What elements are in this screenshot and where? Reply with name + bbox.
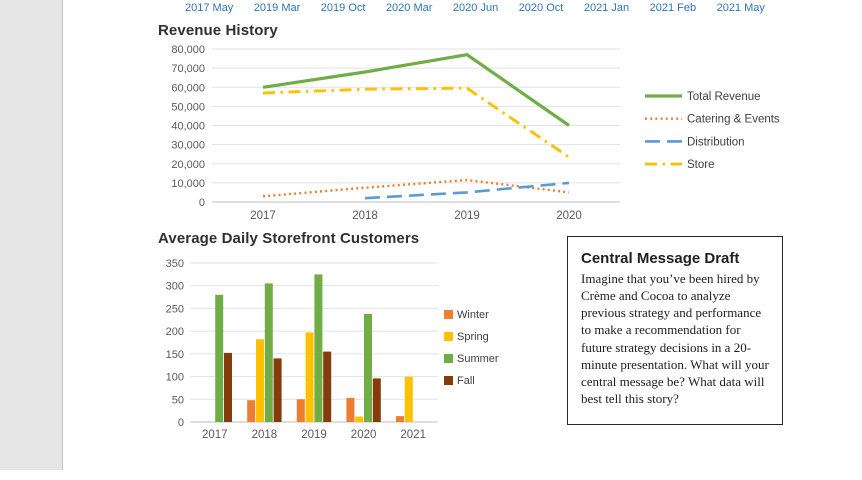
app-margin-background (0, 0, 63, 470)
date-link-row: 2017 May 2019 Mar 2019 Oct 2020 Mar 2020 Jun… (185, 2, 765, 15)
bar-fall-2017 (224, 352, 232, 422)
axis-label: 100 (166, 372, 184, 384)
message-box-body: Imagine that you’ve been hired by Crème … (581, 271, 769, 407)
bar-summer-2019 (314, 274, 323, 422)
axis-label: 250 (166, 303, 184, 315)
axis-label: 0 (178, 417, 184, 429)
bar-winter-2020 (346, 397, 355, 422)
axis-label: 2019 (301, 429, 327, 441)
axis-label: 50,000 (171, 101, 205, 113)
date-link[interactable]: 2021 May (716, 2, 765, 14)
axis-label: Winter (457, 309, 489, 321)
bar-winter-2019 (296, 399, 305, 422)
bar-fall-2020 (372, 378, 381, 422)
axis-label: 2018 (352, 210, 378, 222)
legend-item: Spring (444, 331, 489, 343)
axis-label: 10,000 (171, 178, 205, 190)
axis-label: 350 (166, 258, 184, 270)
date-link[interactable]: 2020 Jun (452, 2, 499, 14)
axis-label: 300 (166, 281, 184, 293)
axis-label: 200 (166, 326, 184, 338)
series-line-total-revenue (262, 53, 570, 127)
legend-item: Store (645, 159, 715, 171)
bar-spring-2019 (305, 332, 314, 422)
axis-label: 50 (172, 394, 184, 406)
axis-label: Catering & Events (687, 114, 780, 126)
legend-item: Summer (444, 353, 499, 365)
axis-label: 60,000 (171, 82, 205, 94)
axis-label: Fall (457, 375, 475, 387)
axis-label: 150 (166, 349, 184, 361)
legend-item: Catering & Events (645, 114, 780, 126)
date-link[interactable]: 2021 Feb (649, 2, 697, 14)
bar-fall-2018 (273, 358, 282, 422)
message-box-title: Central Message Draft (581, 250, 740, 267)
axis-label: 2019 (454, 210, 480, 222)
axis-label: 30,000 (171, 140, 205, 152)
customers-chart-title: Average Daily Storefront Customers (158, 230, 420, 247)
bar-winter-2021 (396, 416, 404, 422)
date-link[interactable]: 2017 May (185, 2, 234, 14)
axis-label: 40,000 (171, 121, 205, 133)
series-line-catering-events (262, 178, 570, 198)
axis-label: Store (687, 159, 715, 171)
bar-fall-2019 (323, 351, 332, 422)
axis-label: 2017 (250, 210, 276, 222)
date-link[interactable]: 2019 Mar (253, 2, 301, 14)
axis-label: 2021 (400, 429, 426, 441)
series-line-store (262, 86, 570, 159)
axis-label: Summer (457, 353, 499, 365)
legend-item: Distribution (645, 136, 745, 148)
axis-label: Spring (457, 331, 489, 343)
bar-summer-2017 (215, 294, 224, 422)
central-message-textbox[interactable]: Central Message Draft Imagine that you’v… (567, 236, 783, 425)
axis-label: 2020 (556, 210, 582, 222)
date-link[interactable]: 2019 Oct (320, 2, 366, 14)
date-link[interactable]: 2021 Jan (583, 2, 630, 14)
axis-label: 2017 (202, 429, 228, 441)
axis-label: 20,000 (171, 159, 205, 171)
storefront-customers-chart[interactable]: 0 50 100 150 200 250 300 350 2017 2018 2019 2020 202… (158, 250, 578, 450)
axis-label: 0 (199, 197, 205, 209)
axis-label: Total Revenue (687, 91, 761, 103)
legend-item: Total Revenue (645, 91, 761, 103)
bar-spring-2021 (404, 376, 413, 422)
legend-item: Fall (444, 375, 475, 387)
axis-label: Distribution (687, 136, 745, 148)
series-line-distribution (364, 181, 570, 200)
revenue-history-chart[interactable]: 0 10,000 20,000 30,000 40,000 50,000 60,000 70,… (158, 42, 808, 227)
date-link[interactable]: 2020 Mar (385, 2, 433, 14)
legend-item: Winter (444, 309, 489, 321)
axis-label: 70,000 (171, 63, 205, 75)
revenue-chart-title: Revenue History (158, 22, 278, 39)
bar-summer-2018 (264, 283, 273, 422)
axis-label: 2020 (351, 429, 377, 441)
bar-spring-2020 (355, 416, 364, 422)
axis-label: 2018 (252, 429, 278, 441)
axis-label: 80,000 (171, 44, 205, 56)
bar-spring-2018 (256, 339, 264, 422)
date-link[interactable]: 2020 Oct (518, 2, 564, 14)
bar-winter-2018 (247, 400, 256, 422)
bar-summer-2020 (364, 313, 372, 422)
